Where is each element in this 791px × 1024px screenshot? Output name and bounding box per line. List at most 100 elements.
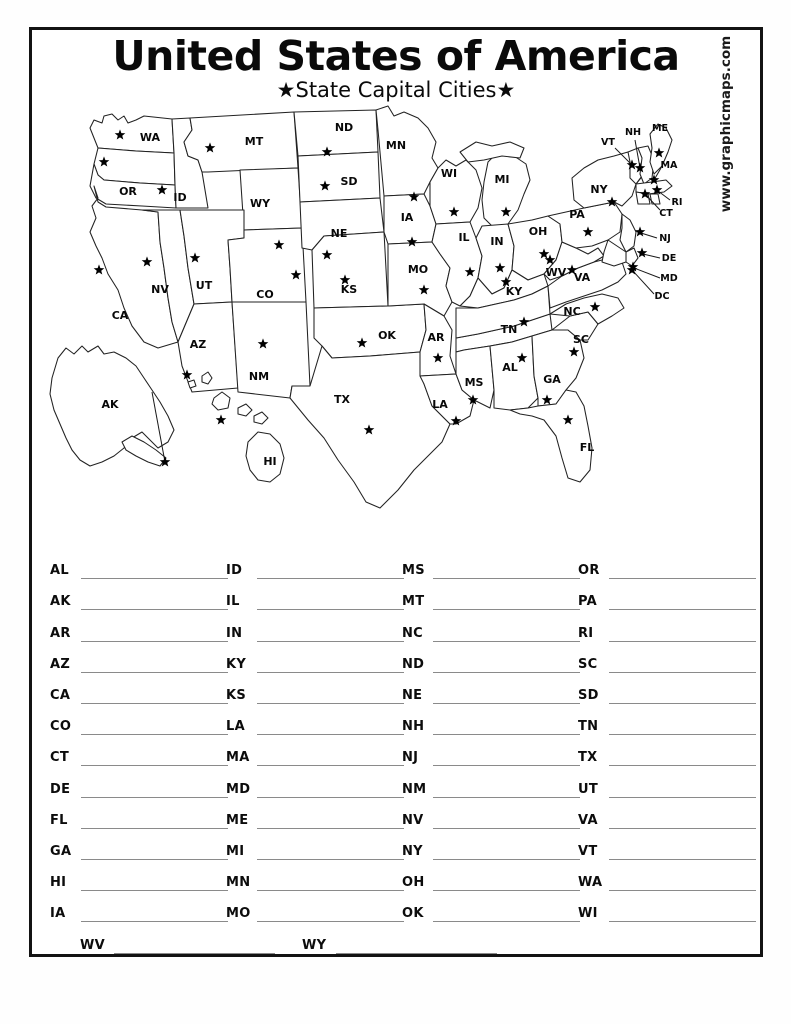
answer-blank[interactable] xyxy=(609,596,756,611)
answer-blank[interactable] xyxy=(433,659,580,673)
capital-star-icon xyxy=(651,184,663,195)
answer-entry: AK xyxy=(50,579,228,611)
answer-blank[interactable] xyxy=(81,690,228,704)
answer-entry: ND xyxy=(402,642,580,673)
capital-star-icon xyxy=(627,261,639,272)
answer-blank[interactable] xyxy=(609,628,756,642)
answer-blank[interactable] xyxy=(433,784,580,798)
answer-entry: OH xyxy=(402,860,580,892)
answer-blank[interactable] xyxy=(257,565,404,580)
capital-star-icon xyxy=(538,248,550,259)
state-label-dc: DC xyxy=(654,291,669,302)
state-label-id: ID xyxy=(173,191,186,204)
answer-blank[interactable] xyxy=(81,752,228,767)
answer-blank[interactable] xyxy=(257,721,404,736)
answer-blank[interactable] xyxy=(433,877,580,892)
state-label-nm: NM xyxy=(249,370,269,383)
answer-entry: MT xyxy=(402,579,580,611)
answer-entry: PA xyxy=(578,579,756,611)
answer-blank[interactable] xyxy=(609,721,756,736)
answer-blank[interactable] xyxy=(336,940,497,954)
capital-star-icon xyxy=(636,247,648,258)
answer-blank[interactable] xyxy=(433,815,580,829)
answer-abbr: VA xyxy=(578,812,598,828)
state-label-wy: WY xyxy=(250,197,271,210)
answer-abbr: ME xyxy=(226,812,249,828)
answer-blank[interactable] xyxy=(257,877,404,892)
capital-star-icon xyxy=(189,252,201,263)
answer-abbr: AR xyxy=(50,625,71,641)
answer-abbr: MO xyxy=(226,906,251,922)
answer-blank[interactable] xyxy=(81,721,228,736)
answer-abbr: AK xyxy=(50,594,71,610)
capital-star-icon xyxy=(141,256,153,267)
answer-blank[interactable] xyxy=(257,846,404,860)
answer-blank[interactable] xyxy=(433,752,580,767)
state-label-il: IL xyxy=(458,231,469,244)
answer-blank[interactable] xyxy=(433,721,580,736)
state-label-mo: MO xyxy=(408,263,428,276)
answer-blank[interactable] xyxy=(81,596,228,611)
capital-star-icon xyxy=(626,159,638,170)
answer-blank[interactable] xyxy=(257,596,404,611)
answer-blank[interactable] xyxy=(257,628,404,642)
answer-abbr: NH xyxy=(402,719,425,735)
answer-blank[interactable] xyxy=(81,815,228,829)
capital-star-icon xyxy=(273,239,285,250)
answer-blank[interactable] xyxy=(81,628,228,642)
answer-blank[interactable] xyxy=(257,908,404,923)
answer-blank[interactable] xyxy=(257,752,404,767)
answer-abbr: MI xyxy=(226,843,245,859)
answer-blank[interactable] xyxy=(81,877,228,892)
answer-abbr: MD xyxy=(226,781,251,797)
answer-blank[interactable] xyxy=(114,940,275,954)
answer-abbr: MN xyxy=(226,875,251,891)
answer-blank[interactable] xyxy=(609,908,756,923)
answer-abbr: CT xyxy=(50,750,70,766)
answer-entry: MN xyxy=(226,860,404,892)
capital-star-icon xyxy=(653,147,665,158)
state-label-al: AL xyxy=(502,361,518,374)
answer-blank[interactable] xyxy=(81,565,228,580)
answer-blank[interactable] xyxy=(433,565,580,580)
answer-blank[interactable] xyxy=(433,908,580,923)
answer-blank[interactable] xyxy=(609,659,756,673)
state-label-mn: MN xyxy=(386,139,406,152)
answer-blank[interactable] xyxy=(257,659,404,673)
answer-entry: OR xyxy=(578,548,756,580)
answer-blank[interactable] xyxy=(609,690,756,704)
capital-star-icon xyxy=(500,206,512,217)
capital-star-icon xyxy=(562,414,574,425)
capital-star-icon xyxy=(494,262,506,273)
answer-blank[interactable] xyxy=(433,596,580,611)
answer-blank[interactable] xyxy=(81,784,228,798)
answer-entry: WI xyxy=(578,891,756,923)
state-label-de: DE xyxy=(662,253,677,264)
answer-abbr: TX xyxy=(578,750,598,766)
answer-abbr: OK xyxy=(402,906,424,922)
answer-blank[interactable] xyxy=(609,784,756,798)
answer-blank[interactable] xyxy=(81,659,228,673)
answer-blank[interactable] xyxy=(433,690,580,704)
answer-blank[interactable] xyxy=(609,752,756,767)
answer-entry: WA xyxy=(578,860,756,892)
answer-entry: ME xyxy=(226,798,404,829)
answer-blank[interactable] xyxy=(433,846,580,860)
answer-blank[interactable] xyxy=(257,784,404,798)
state-label-hi: HI xyxy=(263,455,276,468)
answer-blank[interactable] xyxy=(81,846,228,860)
capital-star-icon xyxy=(464,266,476,277)
capital-star-icon xyxy=(634,162,646,173)
answer-blank[interactable] xyxy=(433,628,580,642)
answer-blank[interactable] xyxy=(81,908,228,923)
state-label-or: OR xyxy=(119,185,137,198)
answer-abbr: WA xyxy=(578,875,603,891)
answer-blank[interactable] xyxy=(257,815,404,829)
answer-abbr: WV xyxy=(80,938,106,953)
answer-blank[interactable] xyxy=(609,815,756,829)
answer-blank[interactable] xyxy=(609,846,756,860)
answer-blank[interactable] xyxy=(609,565,756,580)
answer-blank[interactable] xyxy=(257,690,404,704)
answer-blank[interactable] xyxy=(609,877,756,892)
